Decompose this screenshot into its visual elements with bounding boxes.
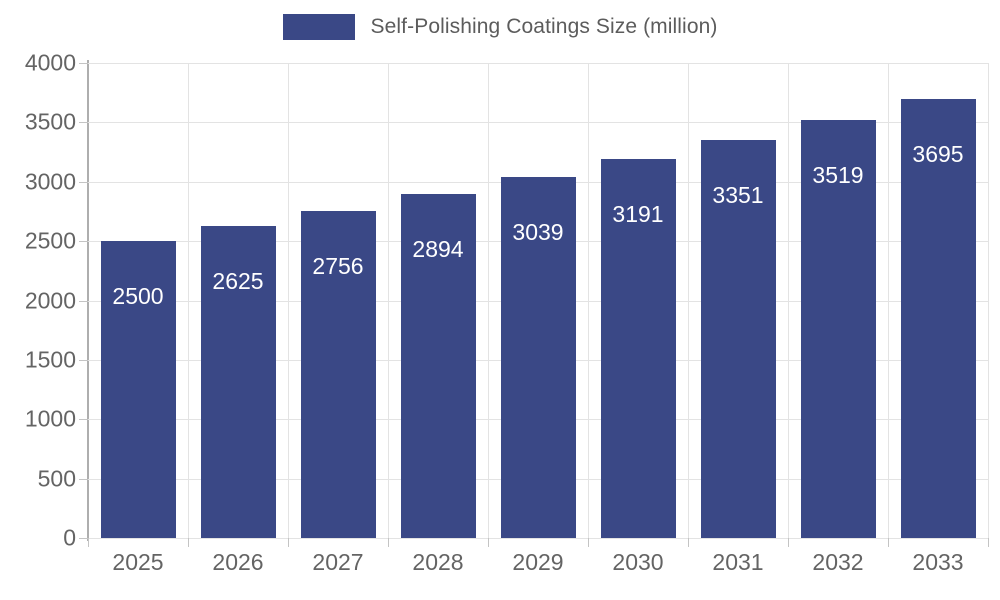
- plot-area: 2500 2625 2756 2894 3039 3191 3351 3519 3695: [88, 63, 989, 539]
- y-axis-tick-label: 0: [63, 524, 76, 551]
- y-axis-tick-label: 2500: [24, 227, 76, 254]
- y-axis-tick-label: 4000: [24, 49, 76, 76]
- y-axis-tick-mark: [79, 419, 88, 421]
- bar[interactable]: [500, 177, 576, 538]
- y-axis-tick-mark: [79, 478, 88, 480]
- y-axis-tick-mark: [79, 241, 88, 243]
- x-axis-tick-mark: [888, 538, 889, 547]
- x-axis-tick-mark: [88, 538, 89, 547]
- x-axis-tick-mark: [488, 538, 489, 547]
- x-axis-tick-mark: [988, 538, 989, 547]
- y-axis-tick-label: 3000: [24, 168, 76, 195]
- y-axis-tick-label: 1500: [24, 346, 76, 373]
- x-axis-tick-mark: [688, 538, 689, 547]
- y-axis-tick-label: 500: [37, 465, 76, 492]
- legend-label[interactable]: Self-Polishing Coatings Size (million): [370, 15, 718, 38]
- horizontal-gridline: [88, 63, 988, 64]
- y-axis-tick-mark: [79, 300, 88, 302]
- x-axis-tick-label: 2027: [312, 549, 364, 575]
- y-axis-tick-mark: [79, 63, 88, 64]
- legend-color-swatch: [282, 14, 355, 40]
- horizontal-gridline: [88, 122, 988, 124]
- y-axis-tick-mark: [79, 181, 88, 183]
- vertical-gridline: [688, 63, 689, 538]
- y-axis-tick-mark: [79, 359, 88, 361]
- vertical-gridline: [288, 63, 289, 538]
- x-axis-tick-label: 2026: [212, 549, 264, 575]
- x-axis-tick-label: 2030: [612, 549, 664, 575]
- bar[interactable]: [200, 226, 276, 538]
- vertical-gridline: [788, 63, 789, 538]
- x-axis-tick-mark: [188, 538, 189, 547]
- vertical-gridline: [388, 63, 389, 538]
- bar[interactable]: [600, 159, 676, 538]
- x-axis-tick-mark: [288, 538, 289, 547]
- x-axis-tick-label: 2031: [712, 549, 764, 575]
- x-axis-tick-label: 2033: [912, 549, 964, 575]
- x-axis-tick-mark: [788, 538, 789, 547]
- x-axis-tick-label: 2029: [512, 549, 564, 575]
- y-axis-tick-mark: [79, 122, 88, 124]
- bar[interactable]: [400, 194, 476, 538]
- vertical-gridline: [588, 63, 589, 538]
- x-axis-tick-mark: [388, 538, 389, 547]
- chart-legend: Self-Polishing Coatings Size (million): [0, 8, 1000, 46]
- x-axis-tick-label: 2025: [112, 549, 164, 575]
- y-axis-tick-label: 2000: [24, 287, 76, 313]
- x-axis-tick-label: 2032: [812, 549, 864, 575]
- vertical-gridline: [488, 63, 489, 538]
- y-axis-tick-mark: [79, 538, 88, 539]
- bar[interactable]: [100, 241, 176, 538]
- bar[interactable]: [700, 140, 776, 538]
- bar[interactable]: [800, 120, 876, 538]
- vertical-gridline: [888, 63, 889, 538]
- x-axis-tick-label: 2028: [412, 549, 464, 575]
- horizontal-gridline: [88, 538, 988, 539]
- y-axis-tick-label: 3500: [24, 108, 76, 135]
- bar[interactable]: [300, 210, 376, 538]
- vertical-gridline: [988, 63, 989, 538]
- y-axis-tick-label: 1000: [24, 405, 76, 432]
- vertical-gridline: [188, 63, 189, 538]
- x-axis-tick-mark: [588, 538, 589, 547]
- bar[interactable]: [900, 99, 976, 538]
